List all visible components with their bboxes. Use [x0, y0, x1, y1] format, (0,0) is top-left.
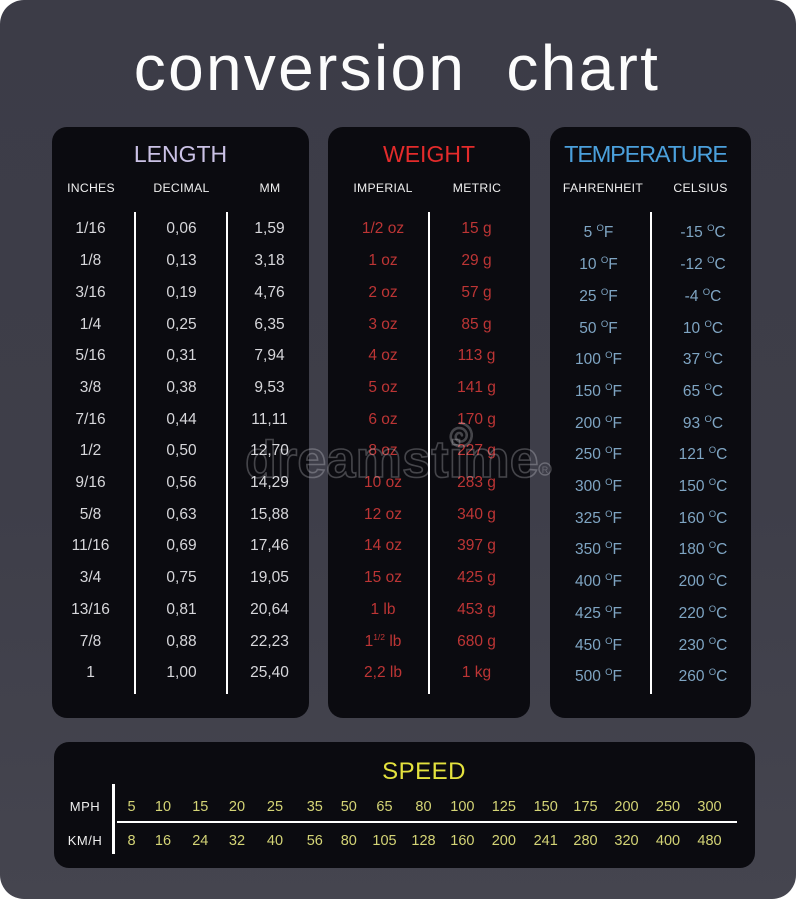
- svg-text:R: R: [542, 465, 549, 475]
- svg-text:dreamstime: dreamstime: [245, 431, 539, 489]
